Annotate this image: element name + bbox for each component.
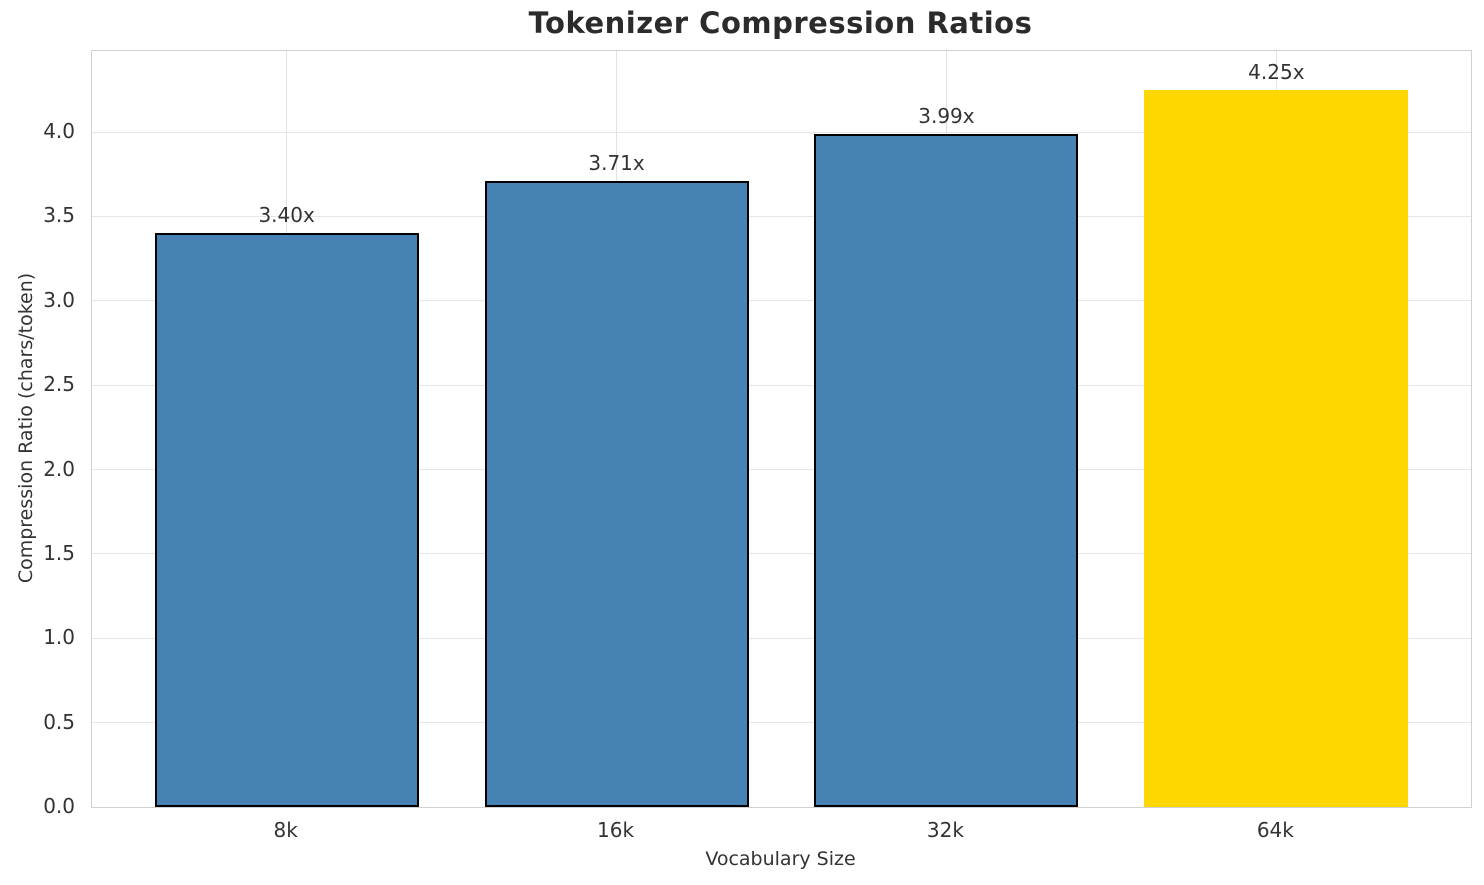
y-tick-label: 0.0: [43, 794, 75, 818]
bar-64k: [1144, 89, 1409, 807]
gridline-h: [92, 215, 1471, 217]
bar-value-label: 3.40x: [258, 203, 315, 228]
y-tick-label: 0.5: [43, 709, 75, 734]
gridline-h: [92, 131, 1471, 133]
y-tick-label: 3.5: [43, 203, 75, 228]
bar-value-label: 3.99x: [918, 103, 975, 128]
x-axis-ticks: 8k 16k 32k 64k: [91, 818, 1470, 846]
x-tick-label-64k: 64k: [1256, 818, 1294, 842]
y-tick-label: 4.0: [43, 119, 75, 143]
bar-32k: [814, 133, 1079, 807]
y-axis-ticks: 0.0 0.5 1.0 1.5 2.0 2.5 3.0 3.5 4.0: [0, 50, 91, 818]
bar-16k: [484, 180, 749, 807]
gridline-h: [92, 553, 1471, 555]
gridline-h: [92, 722, 1471, 724]
gridline-h: [92, 637, 1471, 639]
bar-8k: [154, 233, 419, 807]
x-tick-label-16k: 16k: [597, 818, 635, 842]
x-tick-label-8k: 8k: [273, 818, 298, 842]
bar-value-label: 4.25x: [1248, 59, 1305, 84]
x-axis-label: Vocabulary Size: [705, 848, 856, 870]
y-tick-label: 2.5: [43, 372, 75, 397]
y-tick-label: 1.0: [43, 625, 75, 650]
y-tick-label: 3.0: [43, 287, 75, 312]
y-axis-label: Compression Ratio (chars/token): [15, 272, 37, 584]
gridline-h: [92, 384, 1471, 386]
plot-area: 3.40x 3.71x 3.99x 4.25x: [91, 50, 1472, 808]
y-tick-label: 1.5: [43, 540, 75, 565]
x-tick-label-32k: 32k: [926, 818, 964, 842]
gridline-h: [92, 300, 1471, 302]
chart-title: Tokenizer Compression Ratios: [528, 6, 1033, 40]
gridline-h: [92, 469, 1471, 470]
bar-value-label: 3.71x: [588, 150, 645, 175]
y-tick-label: 2.0: [43, 456, 75, 481]
